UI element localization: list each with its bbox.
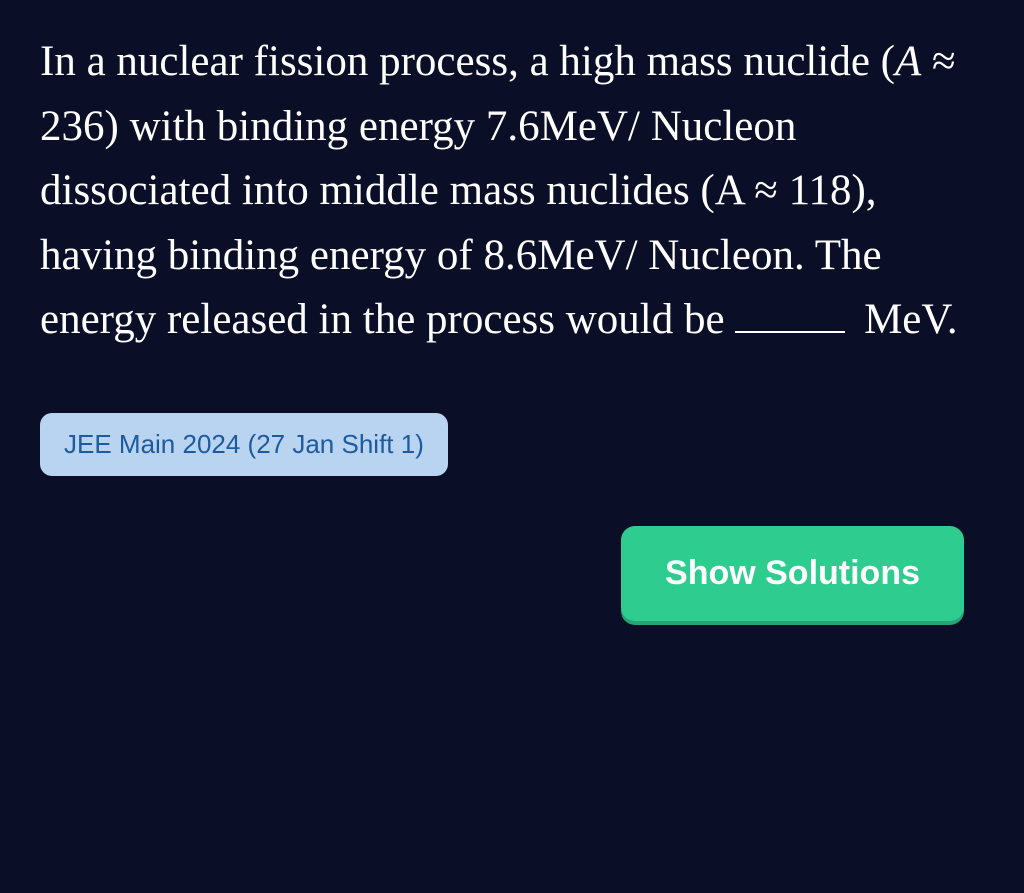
exam-tag-label: JEE Main 2024 (27 Jan Shift 1) bbox=[64, 429, 424, 459]
button-row: Show Solutions bbox=[40, 526, 984, 621]
binding-energy-1: 7.6MeV/ bbox=[486, 103, 640, 150]
binding-energy-2: 8.6MeV/ bbox=[483, 232, 637, 279]
question-part: In a nuclear fission process, a high mas… bbox=[40, 38, 895, 85]
formula-approx: ≈ bbox=[921, 38, 955, 85]
formula-approx: ≈ bbox=[743, 167, 788, 214]
formula-var: A bbox=[895, 38, 921, 85]
answer-blank bbox=[735, 331, 845, 333]
answer-unit: MeV. bbox=[853, 296, 957, 343]
exam-tag-badge[interactable]: JEE Main 2024 (27 Jan Shift 1) bbox=[40, 413, 448, 476]
formula-var: A bbox=[715, 167, 744, 214]
show-solutions-button[interactable]: Show Solutions bbox=[621, 526, 964, 621]
formula-val: 236 bbox=[40, 103, 105, 150]
question-text: In a nuclear fission process, a high mas… bbox=[40, 30, 984, 353]
formula-val: 118 bbox=[789, 167, 852, 214]
question-part: ) with binding energy bbox=[105, 103, 486, 150]
